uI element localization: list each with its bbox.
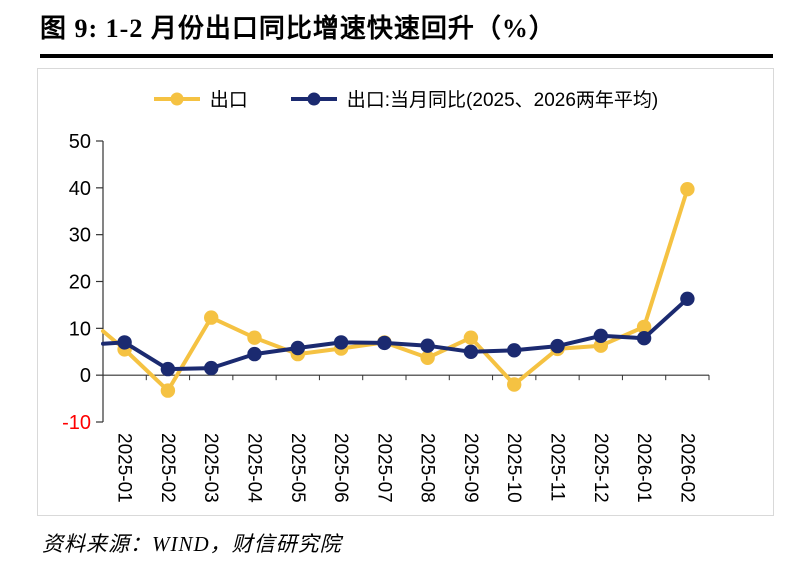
legend-marker-icon [307,92,321,105]
y-tick-label: 0 [80,365,91,387]
source-note: 资料来源：WIND，财信研究院 [42,532,342,556]
line-chart: 50 40 30 20 10 0 -10 2025-01 2025-02 2025-03 2025-… [62,131,710,503]
average-data-point [290,340,305,356]
export-data-point [636,319,652,335]
legend-item-export: 出口 [153,85,248,112]
average-data-point [247,346,262,362]
legend-swatch-icon [290,92,337,105]
average-data-point [160,361,176,377]
figure-title: 图 9: 1-2 月份出口同比增速快速回升（%） [40,14,556,43]
chart-legend: 出口 出口:当月同比(2025、2026两年平均) [38,85,773,112]
export-data-point [160,383,176,398]
export-data-point [680,182,695,197]
x-tick-label: 2025-02 [157,433,178,503]
x-tick-label: 2025-08 [417,433,438,503]
legend-label: 出口 [209,90,248,111]
average-data-point [680,291,695,306]
average-data-point [377,335,392,351]
x-tick-label: 2025-09 [460,433,481,503]
legend-swatch-icon [153,92,200,105]
chart-container: 50 40 30 20 10 0 -10 2025-01 2025-02 2025-03 2025-… [37,68,774,516]
x-tick-label: 2025-05 [287,433,308,503]
x-tick-label: 2025-11 [547,433,568,501]
export-line [101,187,690,393]
y-tick-label: 10 [69,318,91,340]
x-tick-label: 2026-01 [633,433,654,503]
export-data-point [420,350,435,365]
average-data-point [636,331,652,346]
y-tick-label: 30 [69,225,91,247]
y-tick-label: 50 [69,131,91,153]
average-data-point [420,338,435,353]
average-data-point [117,335,132,350]
export-data-point [204,310,219,325]
export-data-point [593,338,608,353]
x-tick-label: 2025-04 [244,433,265,503]
export-data-point [507,377,522,392]
y-tick-label: 20 [69,272,91,294]
y-tick-label: -10 [62,412,91,434]
x-tick-label: 2025-06 [330,433,351,503]
x-tick-label: 2025-10 [503,433,524,503]
export-data-point [463,330,479,345]
x-tick-label: 2025-01 [114,433,135,503]
x-tick-label: 2026-02 [676,433,697,503]
title-divider [40,54,773,58]
average-data-point [333,335,349,350]
legend-marker-icon [170,92,184,105]
x-tick-label: 2025-12 [590,433,611,503]
average-data-point [593,328,608,343]
x-tick-label: 2025-03 [200,433,221,503]
average-data-point [463,344,479,359]
average-data-point [550,338,565,354]
legend-item-average: 出口:当月同比(2025、2026两年平均) [290,85,658,112]
average-data-point [507,343,522,358]
x-tick-label: 2025-07 [373,433,394,503]
legend-label: 出口:当月同比(2025、2026两年平均) [346,90,659,111]
export-data-point [247,330,262,345]
y-tick-label: 40 [69,178,91,200]
average-data-point [204,360,219,376]
